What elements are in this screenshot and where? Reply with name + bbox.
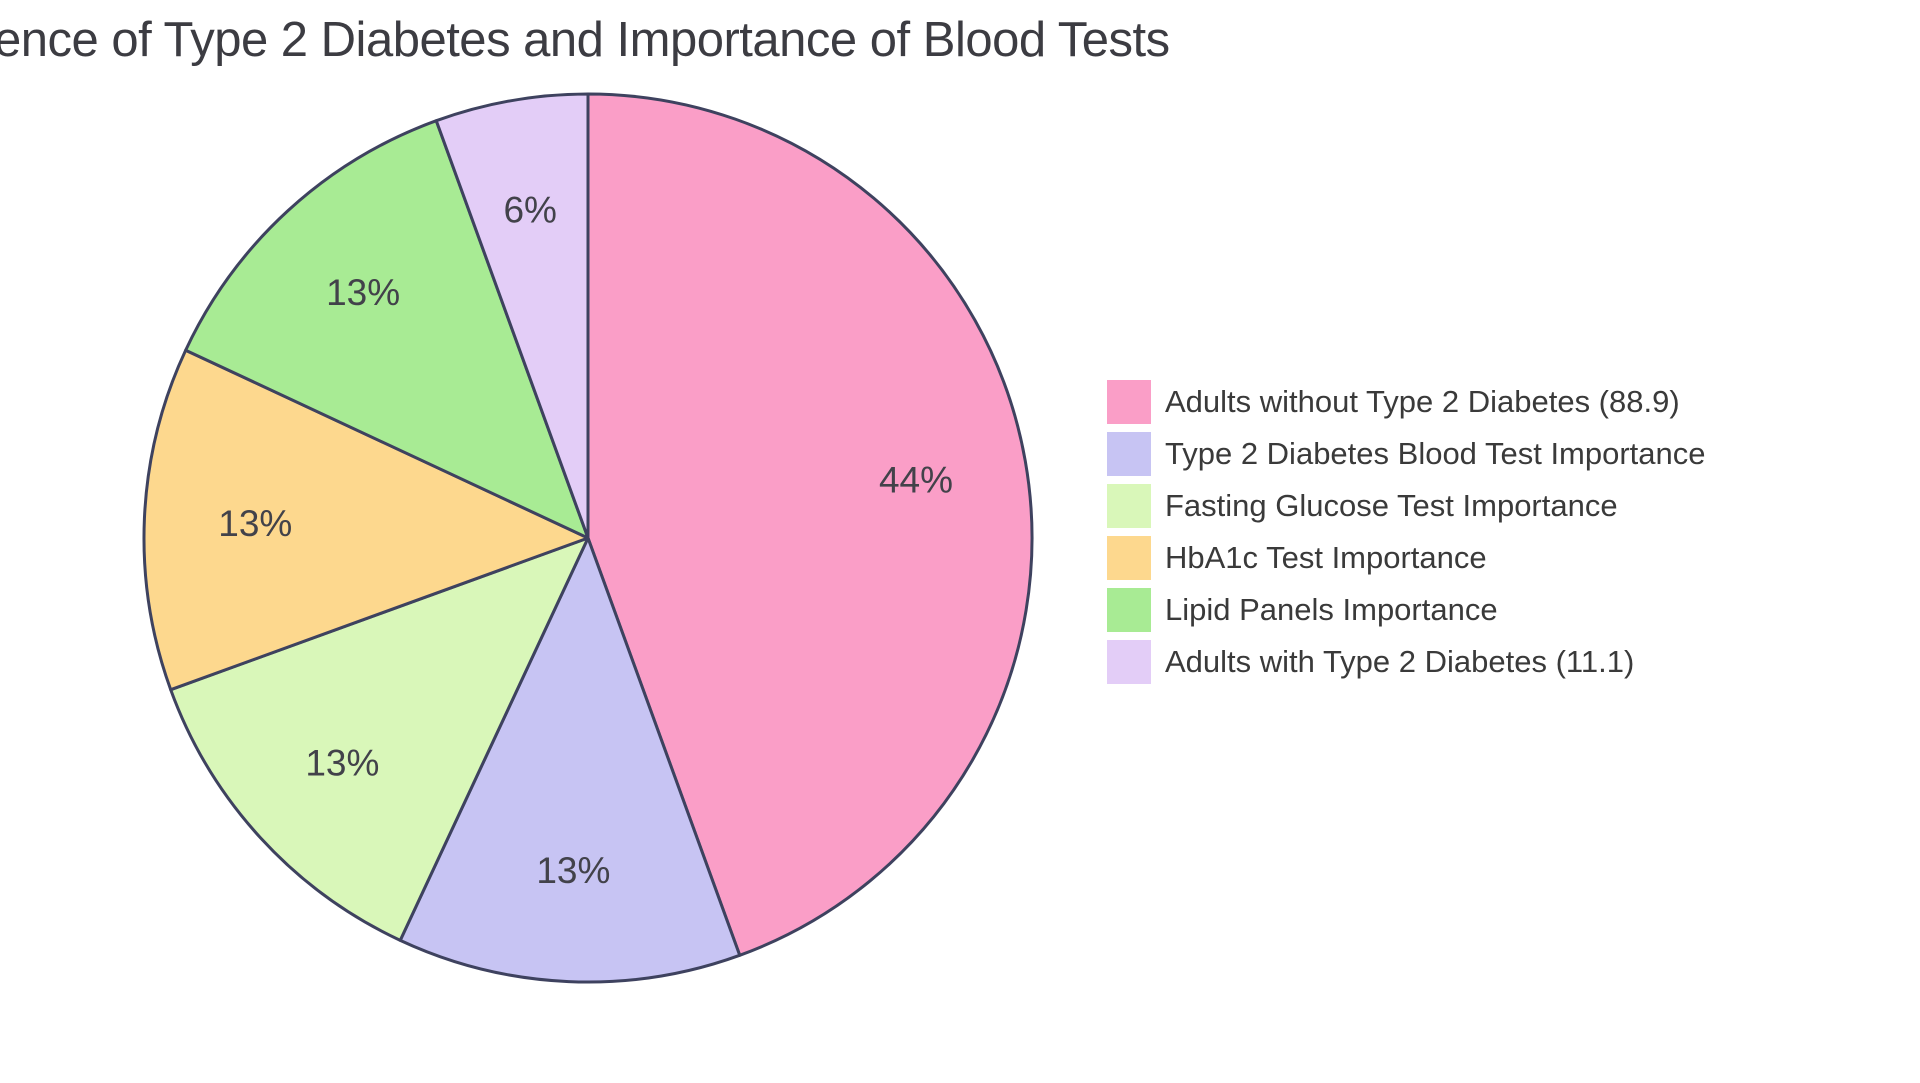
pie-slice-label: 44% — [879, 460, 953, 501]
legend-label: Type 2 Diabetes Blood Test Importance — [1165, 436, 1706, 471]
pie-slice[interactable] — [586, 92, 1034, 957]
legend-item[interactable]: Adults without Type 2 Diabetes (88.9) — [1107, 380, 1706, 424]
pie-slice[interactable] — [184, 119, 590, 540]
legend: Adults without Type 2 Diabetes (88.9) Typ… — [1107, 380, 1706, 692]
legend-swatch-icon — [1107, 536, 1151, 580]
pie-slice-label: 6% — [503, 190, 556, 231]
legend-item[interactable]: Lipid Panels Importance — [1107, 588, 1706, 632]
legend-item[interactable]: Adults with Type 2 Diabetes (11.1) — [1107, 640, 1706, 684]
legend-item[interactable]: HbA1c Test Importance — [1107, 536, 1706, 580]
legend-swatch-icon — [1107, 380, 1151, 424]
legend-item[interactable]: Type 2 Diabetes Blood Test Importance — [1107, 432, 1706, 476]
pie-slice-label: 13% — [326, 272, 400, 313]
pie-slice[interactable] — [398, 536, 742, 984]
legend-swatch-icon — [1107, 588, 1151, 632]
pie-slice-label: 13% — [536, 850, 610, 891]
pie-slice[interactable] — [169, 536, 590, 942]
pie-slice[interactable] — [142, 348, 590, 692]
legend-label: HbA1c Test Importance — [1165, 540, 1487, 575]
legend-label: Adults with Type 2 Diabetes (11.1) — [1165, 644, 1635, 679]
legend-swatch-icon — [1107, 484, 1151, 528]
chart-title: ence of Type 2 Diabetes and Importance o… — [0, 13, 1170, 67]
legend-swatch-icon — [1107, 640, 1151, 684]
pie-slice-label: 13% — [218, 503, 292, 544]
legend-label: Fasting Glucose Test Importance — [1165, 488, 1618, 523]
pie-slice-label: 13% — [305, 742, 379, 783]
pie-slice[interactable] — [434, 92, 590, 540]
legend-label: Adults without Type 2 Diabetes (88.9) — [1165, 384, 1680, 419]
legend-label: Lipid Panels Importance — [1165, 592, 1498, 627]
legend-item[interactable]: Fasting Glucose Test Importance — [1107, 484, 1706, 528]
legend-swatch-icon — [1107, 432, 1151, 476]
